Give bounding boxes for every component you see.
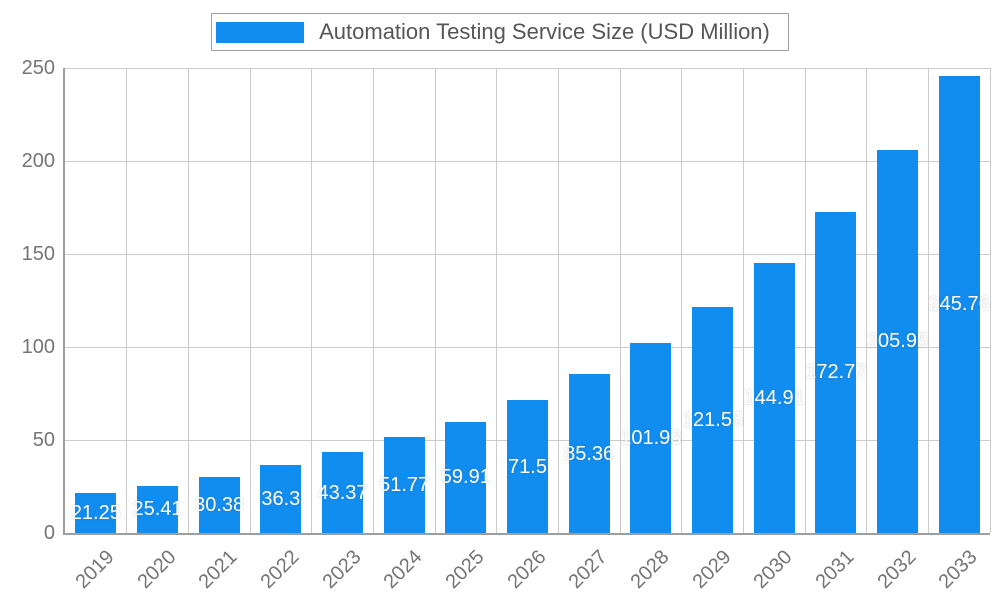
v-gridline-12: [804, 68, 806, 533]
y-tick-label-100: 100: [21, 336, 55, 358]
v-gridline-1: [126, 68, 128, 533]
x-tick-label-2030: 2030: [749, 546, 797, 594]
bar-2022[interactable]: [260, 465, 302, 533]
y-tick-label-250: 250: [21, 57, 55, 79]
bar-2023[interactable]: [322, 452, 363, 533]
x-tick-label-2032: 2032: [873, 546, 921, 594]
bar-2031[interactable]: [815, 211, 857, 533]
v-gridline-13: [866, 68, 868, 533]
bar-2026[interactable]: [507, 400, 548, 533]
h-gridline-250: [65, 67, 990, 69]
x-tick-label-2019: 2019: [71, 546, 119, 594]
v-gridline-9: [619, 68, 621, 533]
x-tick-label-2020: 2020: [133, 546, 181, 594]
x-tick-label-2021: 2021: [194, 546, 242, 594]
bar-2029[interactable]: [692, 306, 733, 533]
bar-2030[interactable]: [753, 263, 795, 533]
v-gridline-8: [557, 68, 559, 533]
x-tick-label-2024: 2024: [379, 546, 427, 594]
h-gridline-200: [65, 160, 990, 162]
legend-row: Automation Testing Service Size (USD Mil…: [0, 13, 1000, 51]
bar-2033[interactable]: [938, 75, 980, 533]
x-tick-label-2026: 2026: [503, 546, 551, 594]
v-gridline-11: [742, 68, 744, 533]
legend-swatch-icon: [216, 21, 305, 43]
y-tick-label-0: 0: [43, 522, 55, 544]
v-gridline-5: [372, 68, 374, 533]
y-axis-line: [63, 68, 65, 533]
x-tick-label-2029: 2029: [688, 546, 736, 594]
y-tick-label-200: 200: [21, 150, 55, 172]
v-gridline-4: [311, 68, 313, 533]
v-gridline-2: [187, 68, 189, 533]
v-gridline-6: [434, 68, 436, 533]
x-tick-label-2033: 2033: [934, 546, 982, 594]
x-tick-label-2023: 2023: [318, 546, 366, 594]
bar-2025[interactable]: [445, 421, 487, 533]
bar-2027[interactable]: [568, 374, 610, 533]
legend-label: Automation Testing Service Size (USD Mil…: [319, 19, 770, 44]
x-axis-line: [63, 533, 990, 535]
y-tick-label-150: 150: [21, 243, 55, 265]
h-gridline-100: [65, 346, 990, 348]
h-gridline-150: [65, 253, 990, 255]
bar-2028[interactable]: [630, 343, 672, 533]
v-gridline-7: [496, 68, 498, 533]
bar-2024[interactable]: [383, 436, 425, 533]
bar-2020[interactable]: [137, 485, 178, 533]
x-tick-label-2031: 2031: [811, 546, 859, 594]
x-tick-label-2027: 2027: [564, 546, 612, 594]
plot-area: 21.25 25.41 30.38 36.3 43.37 51.77 59.91 71.5 85…: [63, 67, 991, 535]
x-tick-label-2025: 2025: [441, 546, 489, 594]
v-gridline-10: [681, 68, 683, 533]
v-gridline-3: [249, 68, 251, 533]
bar-2021[interactable]: [198, 476, 240, 533]
bar-2019[interactable]: [75, 493, 117, 533]
v-gridline-15: [989, 68, 991, 533]
bar-2032[interactable]: [877, 149, 918, 533]
x-tick-label-2028: 2028: [626, 546, 674, 594]
v-gridline-14: [927, 68, 929, 533]
y-tick-label-50: 50: [32, 429, 55, 451]
x-tick-label-2022: 2022: [256, 546, 304, 594]
legend[interactable]: Automation Testing Service Size (USD Mil…: [211, 13, 789, 51]
